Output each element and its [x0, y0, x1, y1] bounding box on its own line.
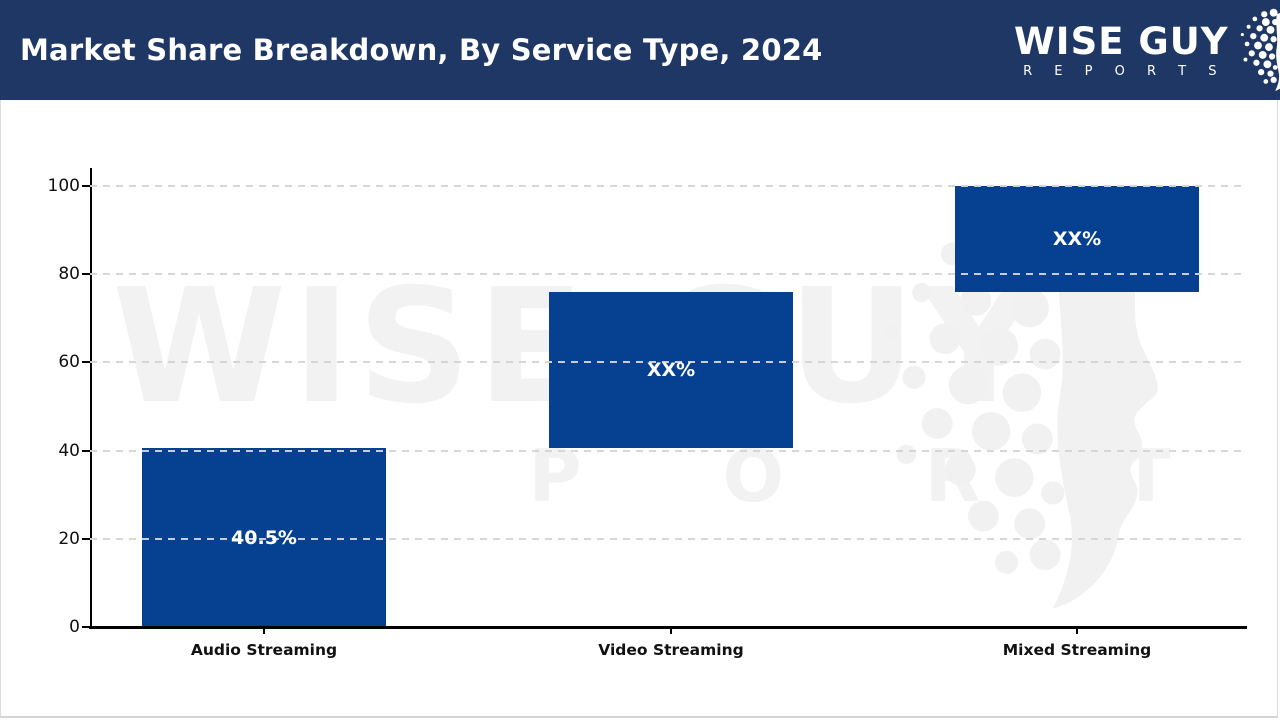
y-tick-label: 40 [58, 440, 80, 461]
logo-text: WISE GUY R E P O R T S [1014, 20, 1229, 79]
bar-audio-streaming [142, 448, 386, 627]
x-axis-spine [89, 626, 1247, 629]
gridline-y80 [90, 273, 1246, 276]
y-tick-mark [82, 626, 90, 628]
x-tick-label-mixed-streaming: Mixed Streaming [1002, 641, 1152, 659]
x-tick-label-audio-streaming: Audio Streaming [190, 641, 338, 659]
y-axis-spine [90, 168, 92, 629]
bar-label-audio-streaming: 40.5% [231, 526, 297, 549]
y-tick-mark [82, 449, 90, 452]
bar-label-mixed-streaming: XX% [1052, 227, 1102, 250]
y-tick-mark [82, 537, 90, 540]
logo-wordmark: WISE GUY [1014, 20, 1229, 64]
x-tick-mark [1076, 628, 1078, 634]
bar-video-streaming [549, 291, 793, 449]
y-tick-label: 20 [58, 528, 80, 549]
y-tick-label: 0 [69, 617, 80, 637]
y-tick-mark [82, 273, 90, 276]
gridline-y100 [90, 185, 1246, 187]
header-banner: Market Share Breakdown, By Service Type,… [0, 0, 1280, 100]
wise-guy-reports-logo: WISE GUY R E P O R T S [1014, 8, 1280, 94]
logo-subtitle: R E P O R T S [1023, 63, 1226, 79]
gridline-y60 [90, 361, 1246, 364]
x-tick-mark [670, 628, 672, 634]
y-tick-label: 60 [58, 352, 80, 373]
gridline-y40 [90, 449, 1246, 452]
y-tick-mark [82, 361, 90, 364]
bar-label-video-streaming: XX% [646, 359, 696, 382]
y-tick-mark [82, 185, 90, 187]
x-tick-mark [263, 628, 265, 634]
page-title: Market Share Breakdown, By Service Type,… [20, 33, 823, 67]
gridline-y20 [90, 537, 1246, 540]
x-tick-label-video-streaming: Video Streaming [598, 641, 744, 659]
y-tick-label: 80 [58, 264, 80, 285]
y-tick-label: 100 [47, 176, 80, 196]
